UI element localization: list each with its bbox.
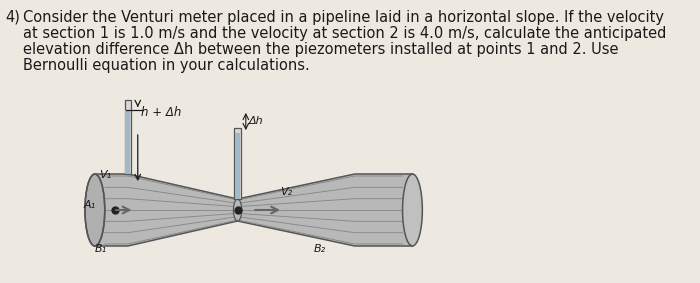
- Text: h + Δh: h + Δh: [141, 106, 181, 119]
- Text: V₁: V₁: [99, 170, 111, 180]
- Bar: [234, 128, 241, 199]
- Text: 4): 4): [6, 10, 20, 25]
- Text: Δh: Δh: [248, 117, 263, 127]
- Text: Consider the Venturi meter placed in a pipeline laid in a horizontal slope. If t: Consider the Venturi meter placed in a p…: [23, 10, 664, 25]
- Text: Bernoulli equation in your calculations.: Bernoulli equation in your calculations.: [23, 58, 310, 73]
- Ellipse shape: [233, 199, 242, 221]
- Ellipse shape: [85, 174, 105, 246]
- Bar: [125, 110, 130, 174]
- Text: B₁: B₁: [95, 244, 107, 254]
- Text: V₂: V₂: [281, 187, 293, 197]
- Text: A₁: A₁: [83, 200, 95, 210]
- Ellipse shape: [402, 174, 422, 246]
- Text: elevation difference Δh between the piezometers installed at points 1 and 2. Use: elevation difference Δh between the piez…: [23, 42, 619, 57]
- Text: at section 1 is 1.0 m/s and the velocity at section 2 is 4.0 m/s, calculate the : at section 1 is 1.0 m/s and the velocity…: [23, 26, 666, 41]
- Polygon shape: [95, 174, 412, 246]
- Bar: [125, 100, 131, 174]
- Bar: [235, 133, 240, 199]
- Text: B₂: B₂: [314, 244, 326, 254]
